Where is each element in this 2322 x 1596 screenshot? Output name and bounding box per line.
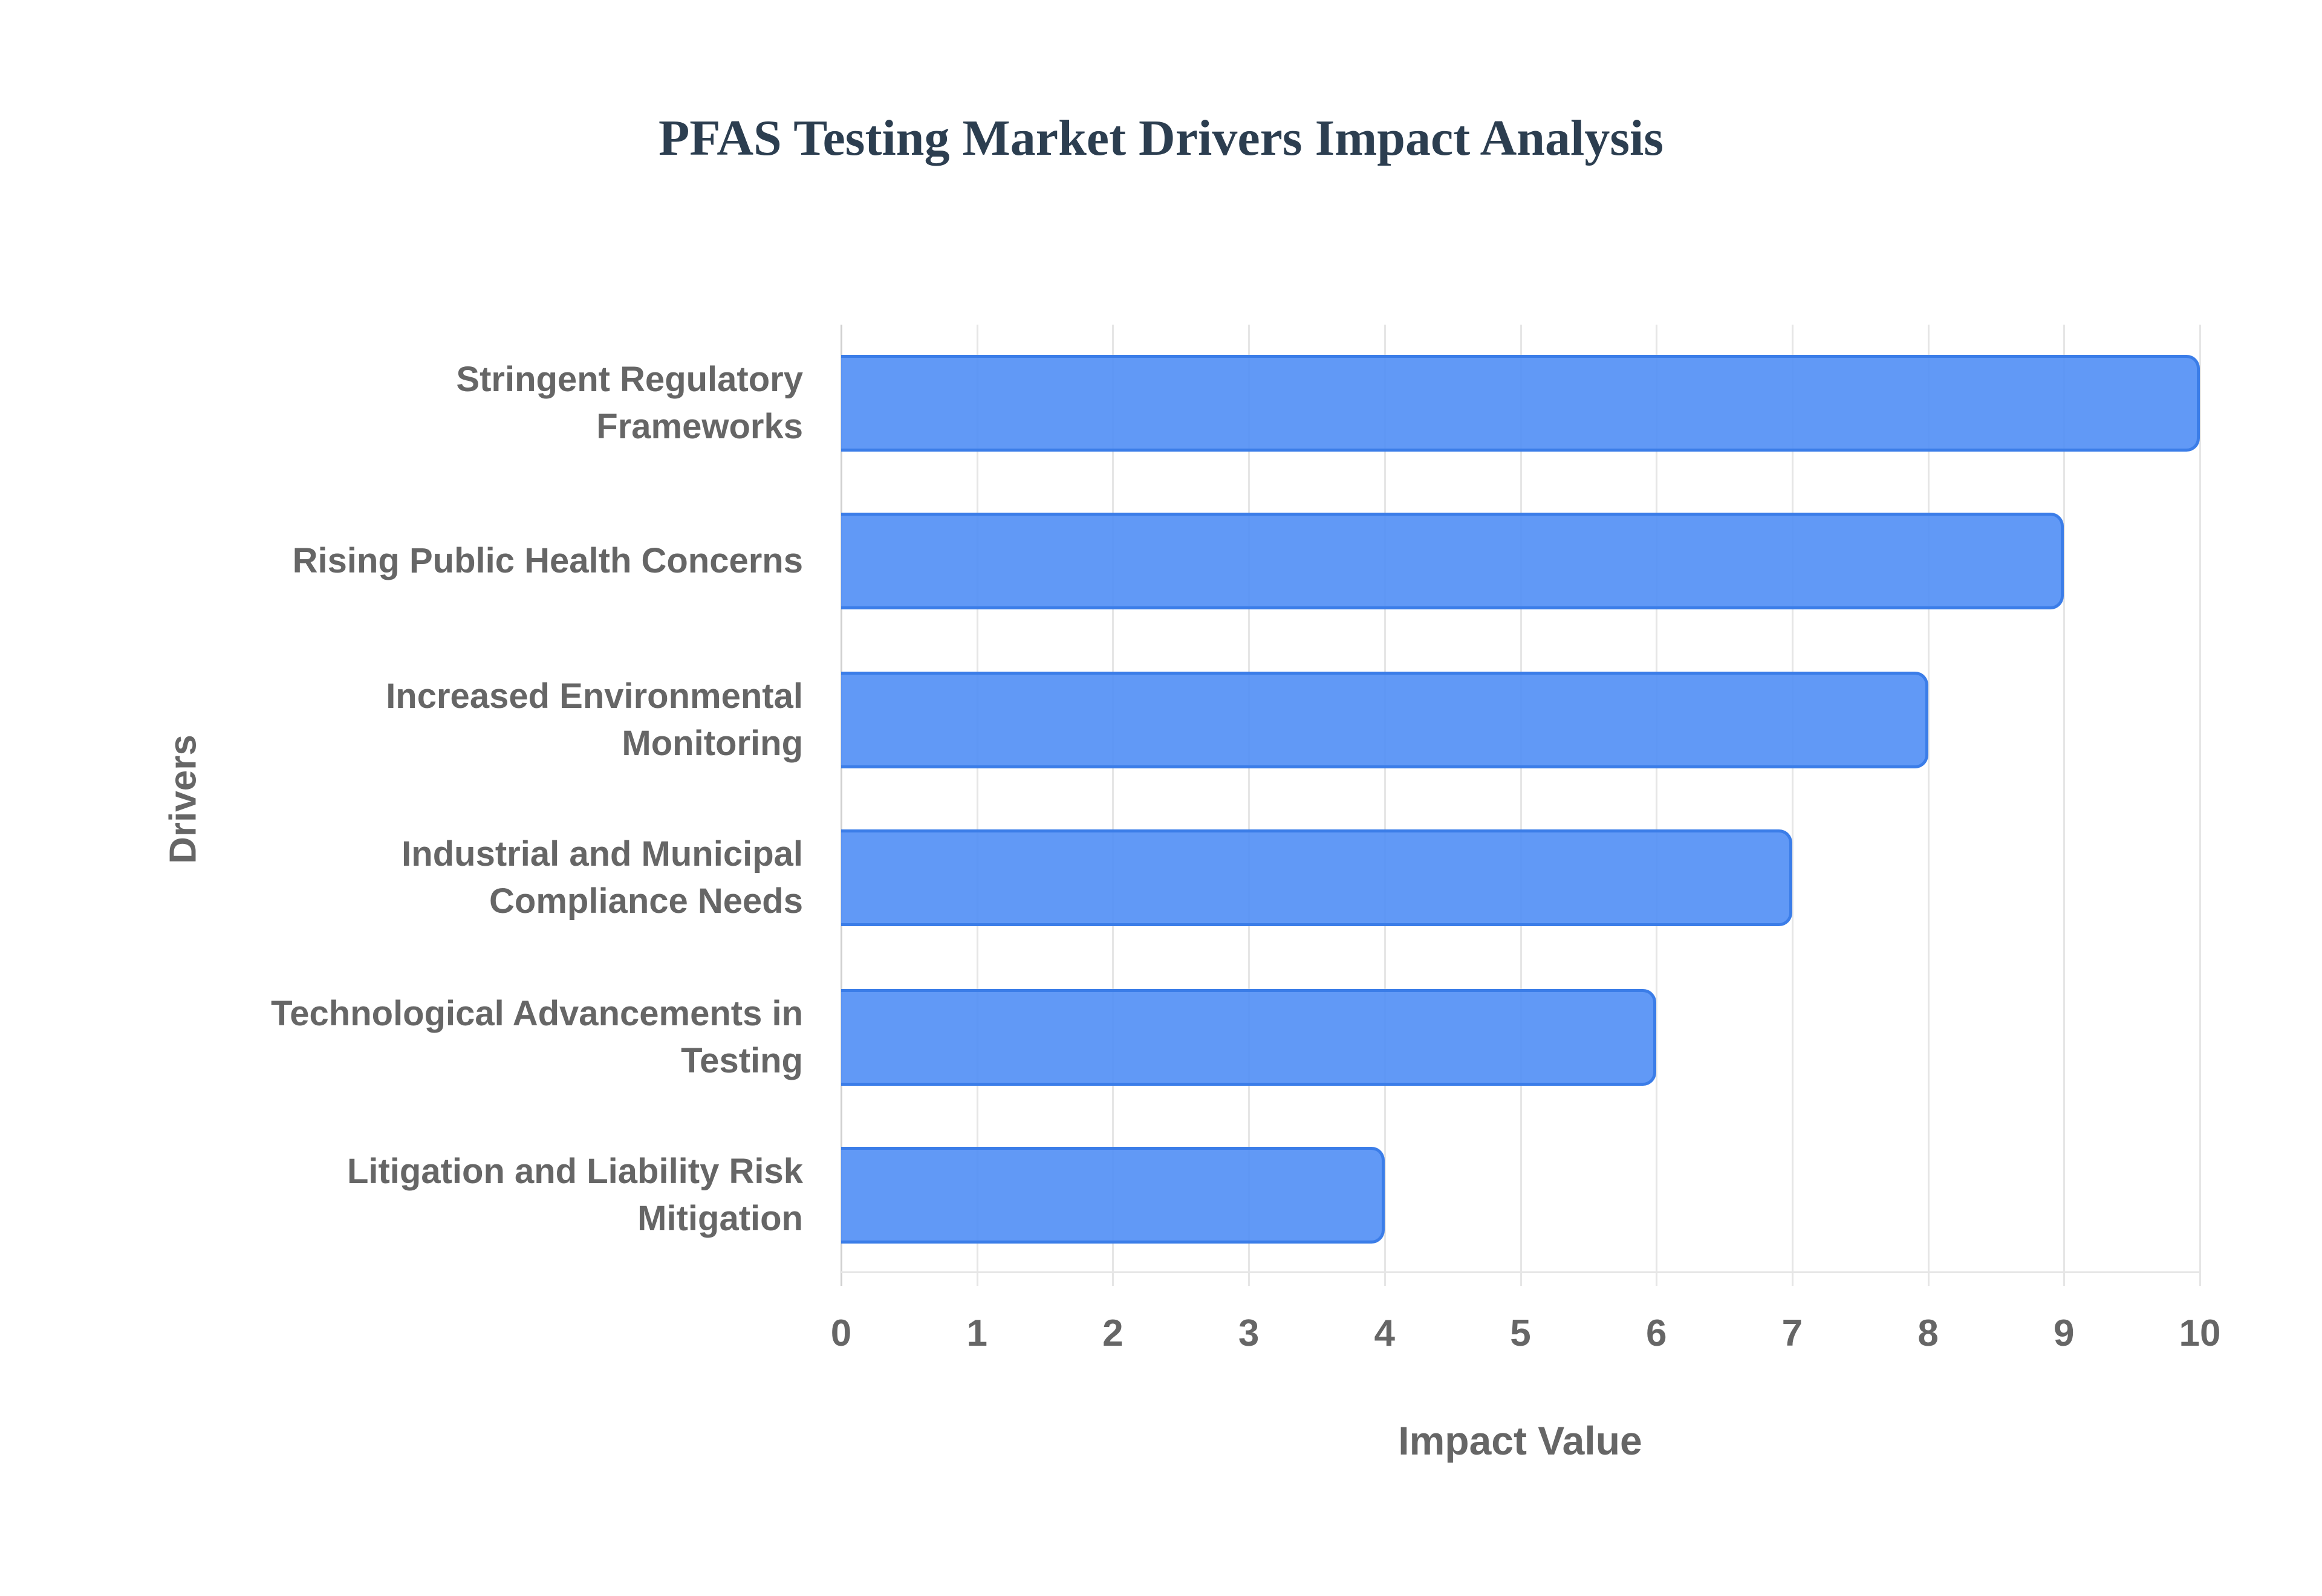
x-axis-title: Impact Value (1398, 1418, 1642, 1463)
gridline (1927, 325, 1930, 1286)
x-tick-label: 5 (1510, 1312, 1531, 1354)
gridline (1656, 325, 1658, 1286)
gridline (1520, 325, 1522, 1286)
gridline (2199, 325, 2201, 1286)
y-tick-label-line: Litigation and Liability Risk (346, 1152, 803, 1191)
y-tick-label: Stringent Regulatory Frameworks (198, 356, 803, 450)
y-tick-label: Technological Advancements in Testing (198, 990, 803, 1085)
gridline (2063, 325, 2066, 1286)
gridline (1791, 325, 1794, 1286)
x-tick-label: 9 (2054, 1312, 2075, 1354)
y-tick-label-line: Technological Advancements in (271, 994, 803, 1033)
y-tick-label-line: Mitigation (637, 1199, 803, 1238)
y-tick-label-line: Increased Environmental (386, 676, 803, 716)
bar[interactable] (841, 1147, 1385, 1244)
y-tick-label-line: Testing (681, 1041, 803, 1080)
x-tick-label: 6 (1645, 1312, 1667, 1354)
y-tick-label-line: Industrial and Municipal (402, 834, 803, 874)
y-tick-label: Increased Environmental Monitoring (198, 673, 803, 767)
plot-area (841, 325, 2201, 1286)
bar[interactable] (841, 672, 1928, 768)
y-axis-title: Drivers (162, 735, 204, 864)
gridline (1248, 325, 1250, 1286)
x-tick-label: 7 (1781, 1312, 1803, 1354)
gridline (1384, 325, 1386, 1286)
bar[interactable] (841, 513, 2064, 609)
gridline (841, 325, 842, 1286)
x-tick-label: 8 (1917, 1312, 1939, 1354)
x-tick-label: 1 (966, 1312, 987, 1354)
chart-title: PFAS Testing Market Drivers Impact Analy… (658, 110, 1664, 166)
x-tick-label: 3 (1238, 1312, 1260, 1354)
bar[interactable] (841, 355, 2200, 452)
bar[interactable] (841, 829, 1792, 926)
y-tick-label: Rising Public Health Concerns (198, 537, 803, 585)
y-tick-label-line: Rising Public Health Concerns (292, 541, 803, 580)
x-tick-label: 10 (2179, 1312, 2221, 1354)
y-tick-label-line: Compliance Needs (489, 881, 803, 921)
gridline (976, 325, 978, 1286)
x-axis-line (841, 1271, 2200, 1273)
y-tick-label: Litigation and Liability Risk Mitigation (198, 1148, 803, 1242)
gridline (1112, 325, 1114, 1286)
y-tick-label-line: Monitoring (622, 724, 803, 763)
x-tick-label: 0 (830, 1312, 852, 1354)
y-tick-label: Industrial and Municipal Compliance Needs (198, 831, 803, 925)
x-tick-label: 2 (1102, 1312, 1124, 1354)
y-tick-label-line: Stringent Regulatory (456, 360, 803, 399)
bar[interactable] (841, 989, 1657, 1086)
y-tick-label-line: Frameworks (596, 407, 803, 446)
x-tick-label: 4 (1374, 1312, 1396, 1354)
